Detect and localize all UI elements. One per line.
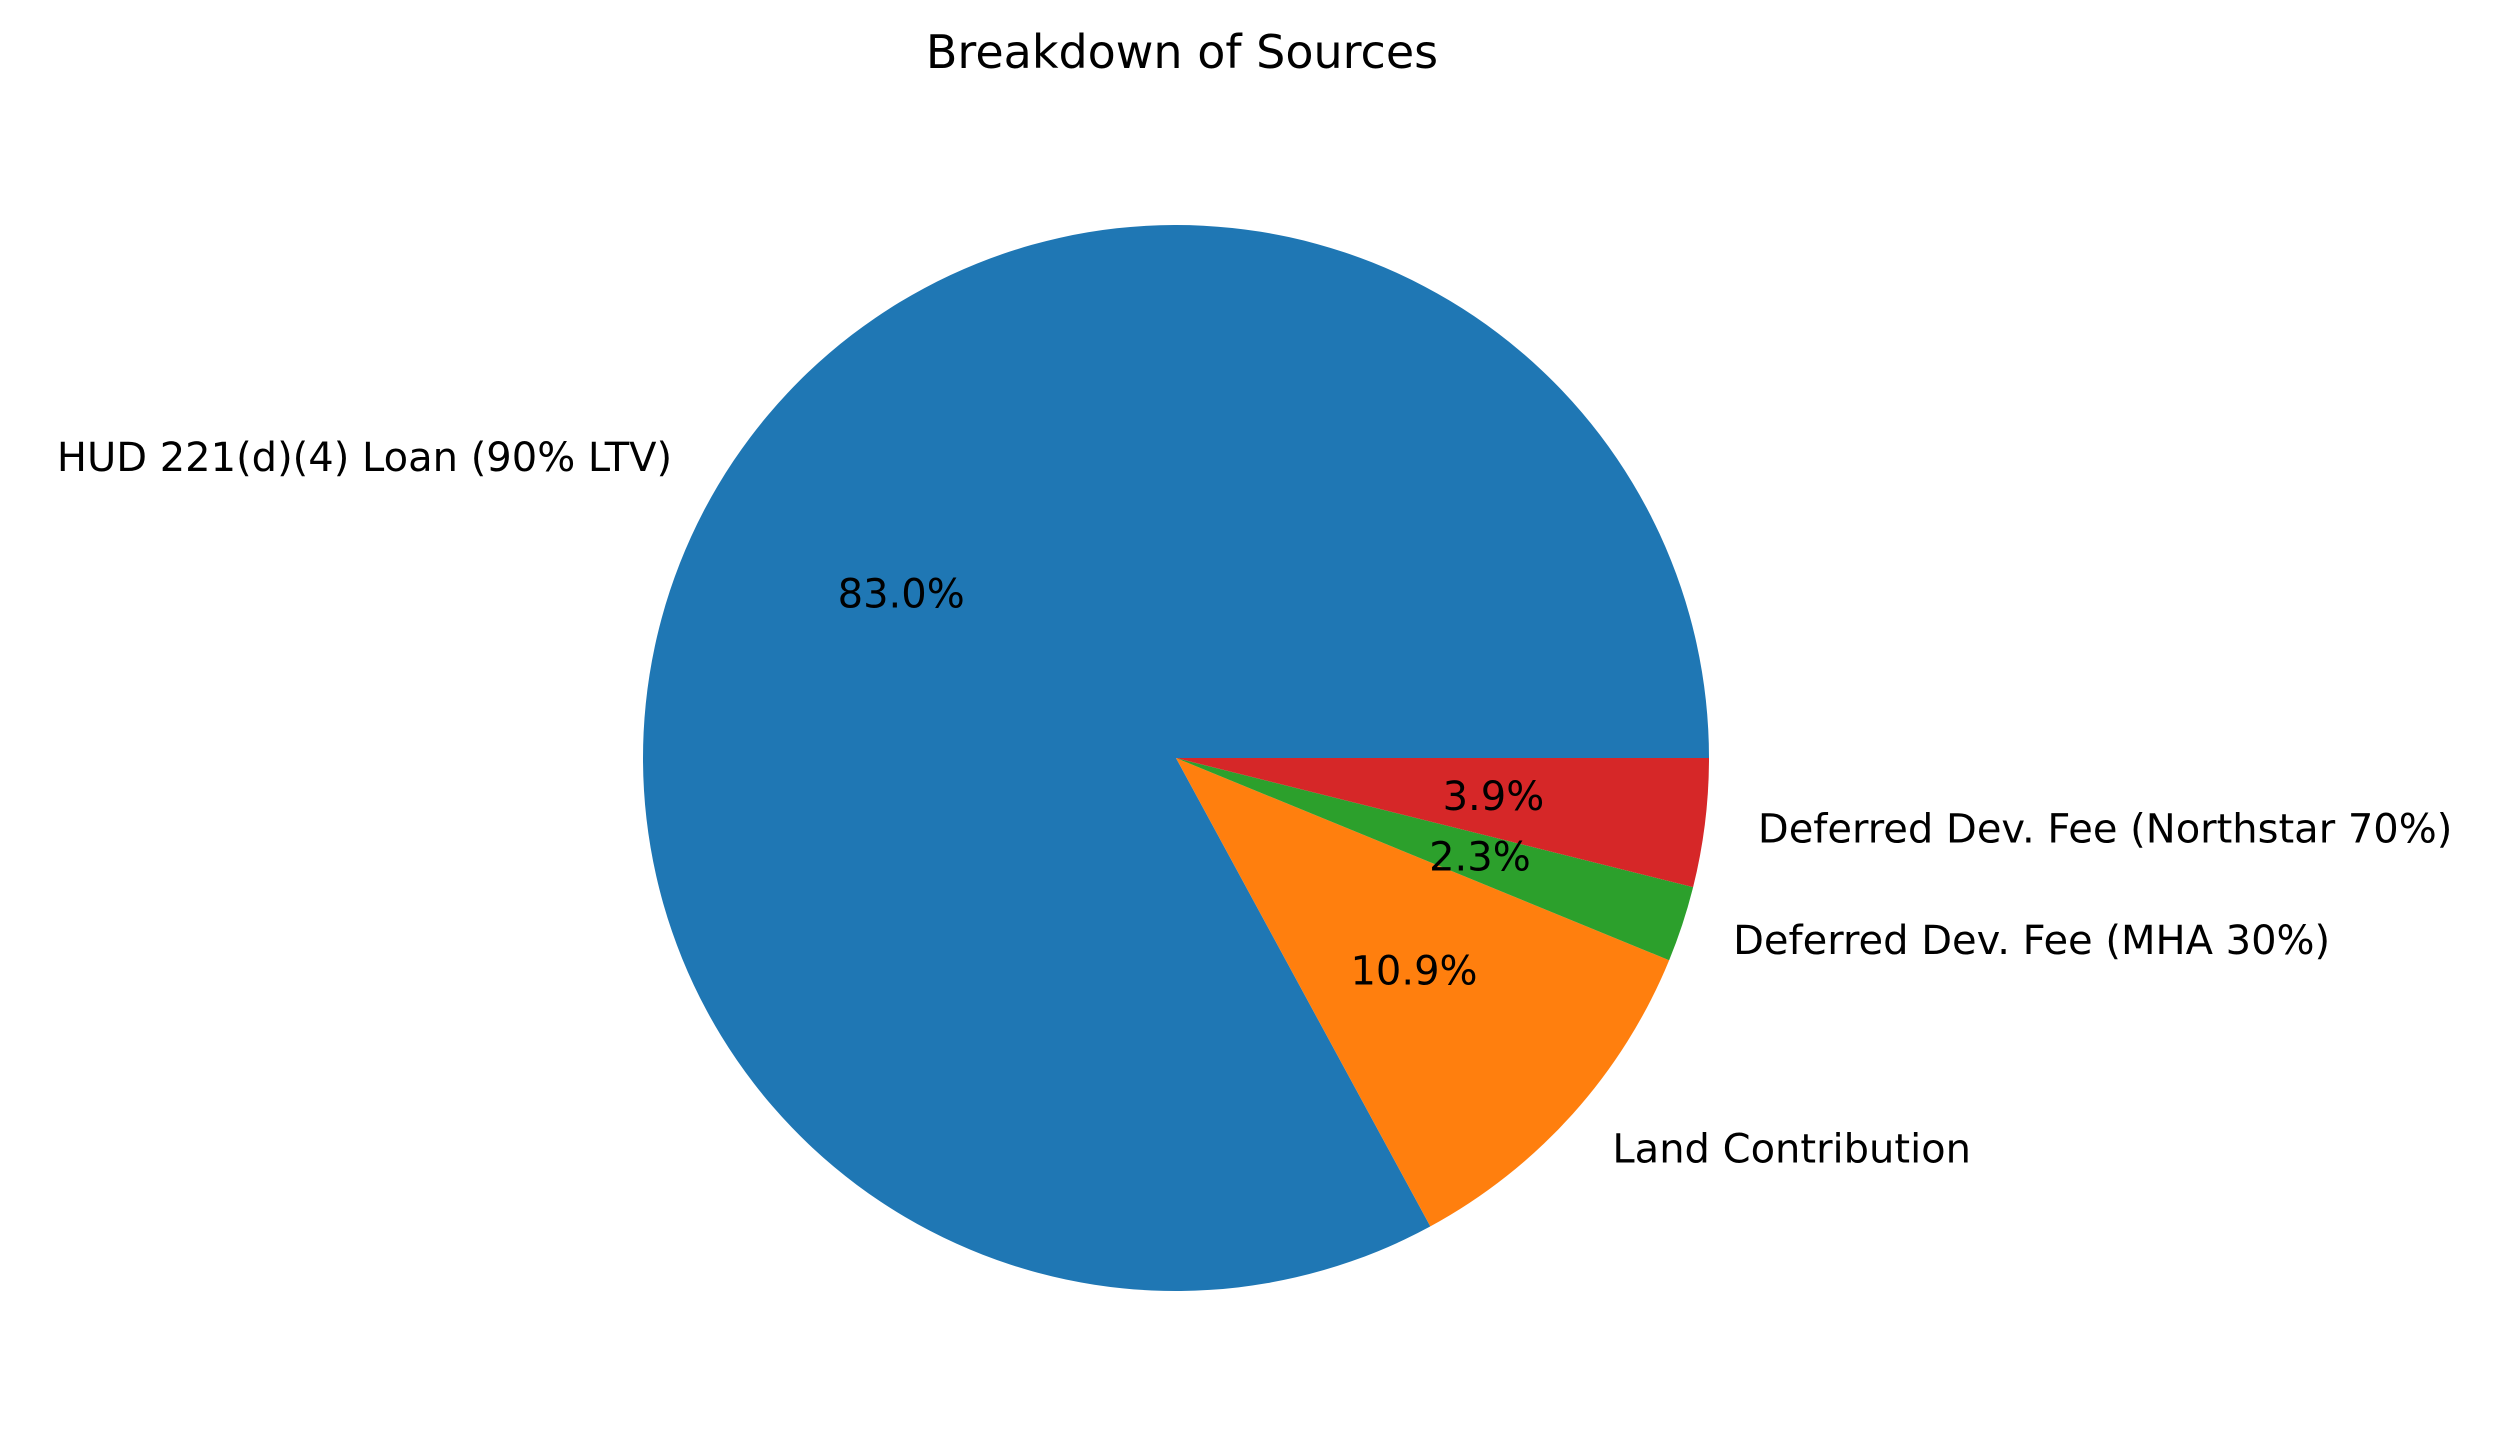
- chart-title: Breakdown of Sources: [926, 25, 1438, 79]
- pie-pct-label-2: 2.3%: [1429, 835, 1531, 881]
- pie-slice-label-0: HUD 221(d)(4) Loan (90% LTV): [57, 435, 672, 481]
- pie-pct-label-0: 83.0%: [838, 572, 965, 618]
- pie-pct-label-1: 10.9%: [1350, 949, 1477, 995]
- pie-slice-2: [1176, 758, 1694, 961]
- pie-slice-label-2: Deferred Dev. Fee (MHA 30%): [1733, 918, 2330, 964]
- pie-pct-label-3: 3.9%: [1443, 774, 1545, 820]
- pie-slice-0: [642, 224, 1709, 1291]
- pie-slice-label-3: Deferred Dev. Fee (Northstar 70%): [1758, 807, 2452, 853]
- pie-slice-label-1: Land Contribution: [1612, 1127, 1971, 1173]
- pie-slices: [642, 224, 1709, 1291]
- pie-slice-1: [1176, 758, 1670, 1227]
- pie-labels: 83.0% HUD 221(d)(4) Loan (90% LTV) 10.9% La…: [57, 435, 2453, 1172]
- pie-slice-3: [1176, 758, 1709, 888]
